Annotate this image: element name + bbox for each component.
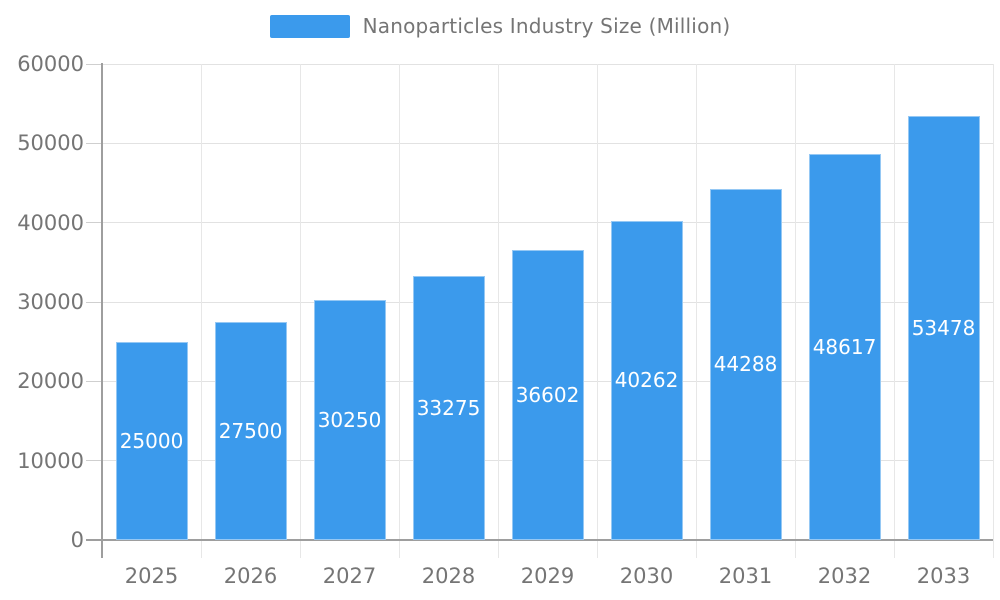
x-axis-line <box>86 539 993 541</box>
x-gridline <box>695 64 697 558</box>
x-gridline <box>497 64 499 558</box>
y-axis-label: 50000 <box>17 131 84 156</box>
y-axis-label: 20000 <box>17 369 84 394</box>
x-axis-label: 2028 <box>421 564 476 588</box>
x-gridline <box>794 64 796 558</box>
legend-label: Nanoparticles Industry Size (Million) <box>362 14 731 38</box>
x-axis-label: 2030 <box>619 564 674 588</box>
x-gridline <box>398 64 400 558</box>
x-axis-label: 2025 <box>124 564 179 588</box>
y-axis-label: 30000 <box>17 290 84 314</box>
y-axis-line <box>101 63 103 558</box>
bar[interactable] <box>511 249 584 540</box>
y-axis-label: 60000 <box>17 52 84 76</box>
y-axis-tick <box>86 301 102 303</box>
y-gridline <box>102 142 993 144</box>
y-axis-tick <box>86 222 102 224</box>
bar[interactable] <box>907 115 980 540</box>
bar[interactable] <box>412 276 485 540</box>
legend-swatch <box>269 14 350 38</box>
legend-item[interactable]: Nanoparticles Industry Size (Million) <box>0 14 1000 38</box>
y-axis-label: 0 <box>70 528 84 552</box>
x-gridline <box>596 64 598 558</box>
y-axis-tick <box>86 142 102 144</box>
y-axis-label: 40000 <box>17 210 84 235</box>
x-axis-label: 2032 <box>817 564 872 588</box>
bar[interactable] <box>709 188 782 540</box>
x-axis-label: 2031 <box>718 564 773 588</box>
x-gridline <box>200 64 202 558</box>
bar[interactable] <box>610 220 683 540</box>
x-gridline <box>992 64 994 558</box>
y-axis-tick <box>86 380 102 382</box>
x-axis-label: 2027 <box>322 564 377 588</box>
y-gridline <box>102 63 993 65</box>
bar[interactable] <box>313 300 386 540</box>
y-axis-label: 10000 <box>17 448 84 473</box>
x-axis-label: 2029 <box>520 564 575 588</box>
y-axis-tick <box>86 460 102 462</box>
bar[interactable] <box>214 321 287 540</box>
bar[interactable] <box>115 341 188 540</box>
x-axis-label: 2026 <box>223 564 278 588</box>
bar[interactable] <box>808 154 881 540</box>
x-gridline <box>893 64 895 558</box>
x-axis-label: 2033 <box>916 564 971 588</box>
y-gridline <box>102 222 993 224</box>
y-axis-tick <box>86 63 102 65</box>
x-gridline <box>299 64 301 558</box>
